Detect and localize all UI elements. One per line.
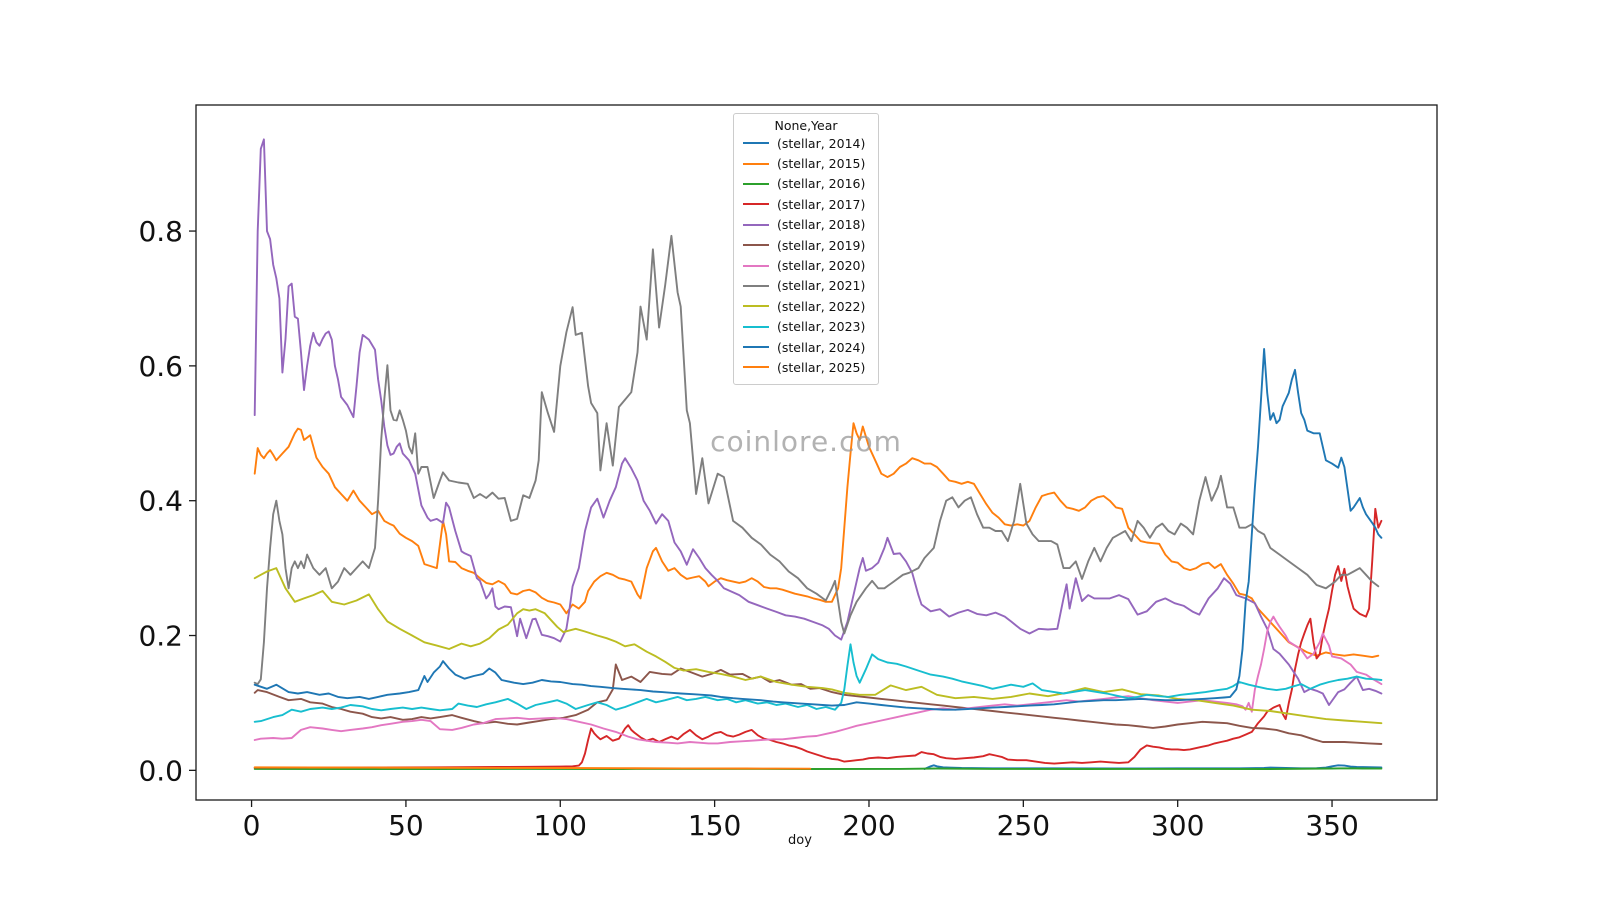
legend-line-swatch xyxy=(743,162,769,165)
legend-label: (stellar, 2019) xyxy=(777,237,866,253)
series-layer xyxy=(253,138,1383,770)
y-tick-label: 0.0 xyxy=(138,754,183,787)
legend-item: (stellar, 2014) xyxy=(734,133,878,153)
series-stellar-2015 xyxy=(253,422,1380,659)
legend-label: (stellar, 2023) xyxy=(777,319,866,335)
legend-label: (stellar, 2021) xyxy=(777,278,866,294)
legend-line-swatch xyxy=(743,223,769,226)
series-stellar-2023 xyxy=(253,643,1383,723)
y-tick-label: 0.8 xyxy=(138,215,183,248)
y-tick-label: 0.2 xyxy=(138,620,183,653)
legend-item: (stellar, 2018) xyxy=(734,215,878,235)
series-stellar-2018 xyxy=(253,138,1383,706)
series-stellar-2014 xyxy=(923,764,1383,770)
legend-item: (stellar, 2015) xyxy=(734,153,878,173)
x-axis-label: doy xyxy=(788,833,812,848)
legend-item: (stellar, 2017) xyxy=(734,194,878,214)
legend-line-swatch xyxy=(743,182,769,185)
legend-label: (stellar, 2016) xyxy=(777,176,866,192)
legend-item: (stellar, 2025) xyxy=(734,357,878,377)
legend-item: (stellar, 2021) xyxy=(734,276,878,296)
legend-line-swatch xyxy=(743,264,769,267)
axes-layer: 0 50 100 150 200 250 300 350 0.0 0.2 0.4 0.6 0.8 xyxy=(138,215,1358,842)
series-stellar-2021 xyxy=(253,234,1380,686)
series-stellar-2024 xyxy=(253,348,1383,711)
legend-line-swatch xyxy=(743,142,769,145)
legend-line-swatch xyxy=(743,366,769,369)
x-tick-label: 50 xyxy=(388,809,424,842)
legend-line-swatch xyxy=(743,325,769,328)
x-tick-label: 250 xyxy=(997,809,1050,842)
x-tick-label: 200 xyxy=(842,809,895,842)
legend-item: (stellar, 2024) xyxy=(734,337,878,357)
legend-item: (stellar, 2016) xyxy=(734,174,878,194)
legend-line-swatch xyxy=(743,305,769,308)
series-stellar-2025 xyxy=(253,766,812,770)
legend-label: (stellar, 2022) xyxy=(777,298,866,314)
legend-item: (stellar, 2020) xyxy=(734,255,878,275)
y-tick-label: 0.4 xyxy=(138,485,183,518)
x-tick-label: 100 xyxy=(534,809,587,842)
series-stellar-2020 xyxy=(253,615,1383,745)
x-tick-label: 300 xyxy=(1151,809,1204,842)
legend-line-swatch xyxy=(743,203,769,206)
series-stellar-2022 xyxy=(253,567,1383,725)
y-tick-label: 0.6 xyxy=(138,350,183,383)
legend-label: (stellar, 2017) xyxy=(777,196,866,212)
series-stellar-2016 xyxy=(253,767,1383,770)
legend-label: (stellar, 2018) xyxy=(777,217,866,233)
legend: None,Year (stellar, 2014) (stellar, 2015)… xyxy=(733,113,879,385)
legend-item: (stellar, 2022) xyxy=(734,296,878,316)
x-tick-label: 150 xyxy=(688,809,741,842)
x-tick-label: 350 xyxy=(1305,809,1358,842)
watermark: coinlore.com xyxy=(710,425,902,458)
legend-line-swatch xyxy=(743,346,769,349)
series-stellar-2017 xyxy=(253,507,1383,769)
legend-line-swatch xyxy=(743,244,769,247)
legend-label: (stellar, 2024) xyxy=(777,339,866,355)
legend-title: None,Year xyxy=(774,118,838,133)
legend-line-swatch xyxy=(743,284,769,287)
legend-item: (stellar, 2019) xyxy=(734,235,878,255)
legend-label: (stellar, 2014) xyxy=(777,135,866,151)
legend-label: (stellar, 2020) xyxy=(777,258,866,274)
series-stellar-2019 xyxy=(253,663,1383,745)
plot-border xyxy=(195,104,1438,801)
legend-label: (stellar, 2025) xyxy=(777,359,866,375)
x-tick-label: 0 xyxy=(243,809,261,842)
legend-label: (stellar, 2015) xyxy=(777,156,866,172)
legend-rows: (stellar, 2014) (stellar, 2015) (stellar, … xyxy=(734,133,878,378)
legend-item: (stellar, 2023) xyxy=(734,317,878,337)
